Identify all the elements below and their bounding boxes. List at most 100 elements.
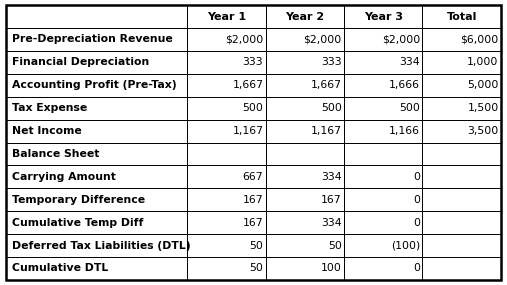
Text: 1,166: 1,166	[389, 126, 420, 136]
Bar	[266, 97, 344, 120]
Text: 0: 0	[413, 218, 420, 228]
Text: Year 2: Year 2	[285, 12, 324, 22]
Bar	[6, 257, 187, 280]
Bar	[344, 165, 422, 188]
Bar	[6, 142, 187, 165]
Text: Carrying Amount: Carrying Amount	[12, 172, 116, 182]
Bar	[344, 234, 422, 257]
Text: 667: 667	[243, 172, 263, 182]
Bar	[266, 120, 344, 142]
Text: 50: 50	[328, 241, 342, 251]
Bar	[187, 51, 266, 74]
Text: 333: 333	[243, 57, 263, 67]
Bar	[422, 211, 501, 234]
Text: $2,000: $2,000	[225, 34, 263, 44]
Bar	[187, 165, 266, 188]
Bar	[266, 211, 344, 234]
Text: Pre-Depreciation Revenue: Pre-Depreciation Revenue	[12, 34, 172, 44]
Text: 3,500: 3,500	[467, 126, 498, 136]
Text: 1,667: 1,667	[311, 80, 342, 90]
Text: 0: 0	[413, 195, 420, 205]
Bar	[187, 188, 266, 211]
Bar	[422, 142, 501, 165]
Bar	[422, 234, 501, 257]
Bar	[187, 97, 266, 120]
Text: 500: 500	[400, 103, 420, 113]
Text: 1,000: 1,000	[467, 57, 498, 67]
Text: 50: 50	[249, 241, 263, 251]
Bar	[6, 211, 187, 234]
Text: Temporary Difference: Temporary Difference	[12, 195, 144, 205]
Bar	[266, 28, 344, 51]
Bar	[266, 74, 344, 97]
Bar	[422, 74, 501, 97]
Text: Total: Total	[447, 12, 477, 22]
Bar	[187, 211, 266, 234]
Bar	[187, 74, 266, 97]
Text: (100): (100)	[391, 241, 420, 251]
Bar	[266, 257, 344, 280]
Bar	[6, 5, 187, 28]
Text: Year 3: Year 3	[364, 12, 403, 22]
Text: 167: 167	[243, 218, 263, 228]
Text: Financial Depreciation: Financial Depreciation	[12, 57, 149, 67]
Bar	[187, 142, 266, 165]
Bar	[344, 97, 422, 120]
Text: 1,666: 1,666	[389, 80, 420, 90]
Bar	[344, 120, 422, 142]
Text: Net Income: Net Income	[12, 126, 81, 136]
Bar	[344, 28, 422, 51]
Bar	[422, 120, 501, 142]
Bar	[6, 188, 187, 211]
Bar	[344, 211, 422, 234]
Bar	[344, 257, 422, 280]
Text: 167: 167	[243, 195, 263, 205]
Text: $2,000: $2,000	[304, 34, 342, 44]
Text: 334: 334	[400, 57, 420, 67]
Text: 0: 0	[413, 172, 420, 182]
Bar	[422, 51, 501, 74]
Text: 500: 500	[321, 103, 342, 113]
Bar	[187, 257, 266, 280]
Bar	[344, 51, 422, 74]
Text: Accounting Profit (Pre-Tax): Accounting Profit (Pre-Tax)	[12, 80, 176, 90]
Text: Tax Expense: Tax Expense	[12, 103, 87, 113]
Bar	[422, 97, 501, 120]
Bar	[422, 257, 501, 280]
Bar	[6, 28, 187, 51]
Text: Cumulative DTL: Cumulative DTL	[12, 263, 108, 273]
Bar	[6, 51, 187, 74]
Bar	[266, 234, 344, 257]
Bar	[344, 142, 422, 165]
Text: $6,000: $6,000	[460, 34, 498, 44]
Bar	[422, 5, 501, 28]
Bar	[187, 120, 266, 142]
Bar	[6, 120, 187, 142]
Text: $2,000: $2,000	[382, 34, 420, 44]
Text: 5,000: 5,000	[467, 80, 498, 90]
Text: 50: 50	[249, 263, 263, 273]
Text: 1,500: 1,500	[467, 103, 498, 113]
Bar	[344, 188, 422, 211]
Bar	[266, 5, 344, 28]
Text: 1,167: 1,167	[232, 126, 263, 136]
Text: Cumulative Temp Diff: Cumulative Temp Diff	[12, 218, 143, 228]
Text: 100: 100	[321, 263, 342, 273]
Text: 334: 334	[321, 172, 342, 182]
Bar	[266, 188, 344, 211]
Text: 0: 0	[413, 263, 420, 273]
Bar	[422, 165, 501, 188]
Text: 1,167: 1,167	[311, 126, 342, 136]
Bar	[187, 28, 266, 51]
Text: 334: 334	[321, 218, 342, 228]
Bar	[6, 234, 187, 257]
Bar	[6, 165, 187, 188]
Bar	[266, 142, 344, 165]
Bar	[344, 74, 422, 97]
Text: 167: 167	[321, 195, 342, 205]
Bar	[187, 5, 266, 28]
Bar	[266, 51, 344, 74]
Text: Year 1: Year 1	[207, 12, 246, 22]
Bar	[6, 97, 187, 120]
Bar	[266, 165, 344, 188]
